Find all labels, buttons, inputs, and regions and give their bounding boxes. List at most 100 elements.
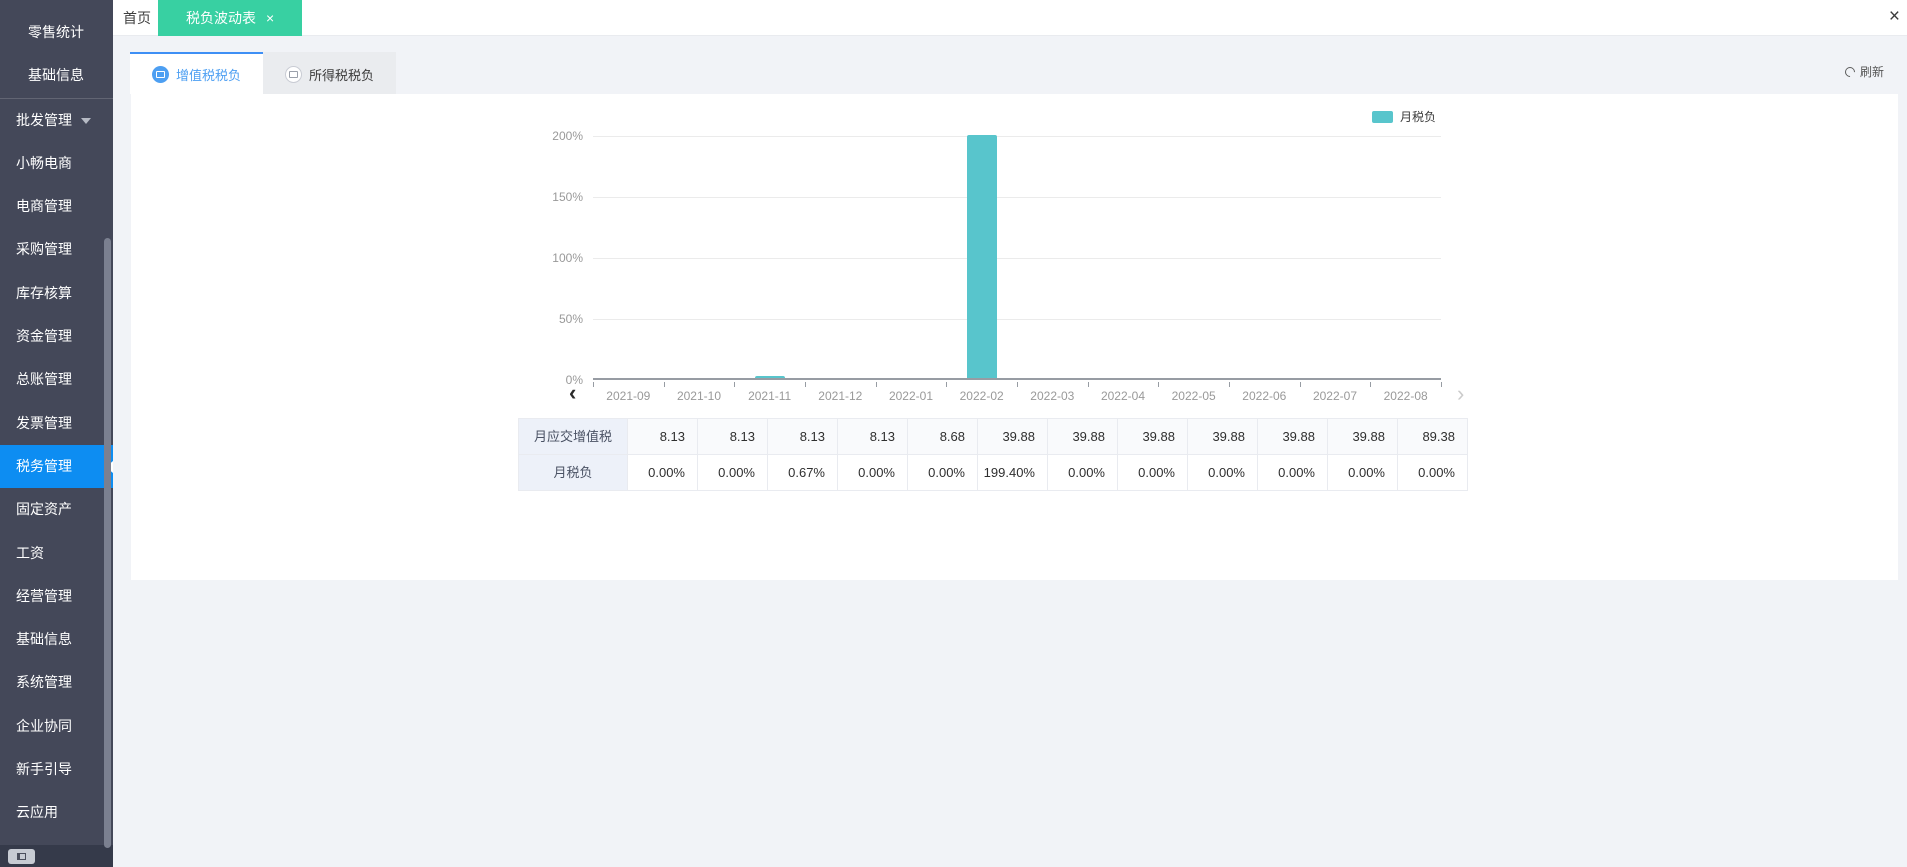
top-tab-0[interactable]: 首页 bbox=[116, 0, 158, 36]
sidebar-item-11[interactable]: 税务管理 bbox=[0, 444, 113, 489]
sidebar-item-16[interactable]: 系统管理 bbox=[0, 661, 113, 704]
chart-prev-icon[interactable]: ‹ bbox=[569, 380, 577, 405]
sidebar-item-label: 批发管理 bbox=[16, 111, 72, 128]
gridline bbox=[593, 258, 1441, 259]
table-row-1: 月税负 0.00% 0.00% 0.67% 0.00% 0.00% 199.40% 0.00%… bbox=[519, 455, 1468, 491]
sidebar-item-3[interactable]: 批发管理 bbox=[0, 99, 113, 142]
table-cell: 39.88 bbox=[1048, 419, 1118, 455]
tab-close-icon[interactable]: × bbox=[266, 10, 275, 26]
x-axis-tick bbox=[663, 382, 665, 387]
sidebar-item-1[interactable]: 基础信息 bbox=[0, 54, 113, 97]
sidebar-item-label: 零售统计 bbox=[28, 24, 84, 40]
chart-legend[interactable]: 月税负 bbox=[1372, 108, 1436, 125]
subtab-label: 所得税税负 bbox=[309, 67, 375, 83]
table-cell: 199.40% bbox=[978, 455, 1048, 491]
table-cell: 89.38 bbox=[1398, 419, 1468, 455]
table-cell: 39.88 bbox=[978, 419, 1048, 455]
table-cell: 39.88 bbox=[1118, 419, 1188, 455]
table-cell: 0.00% bbox=[1188, 455, 1258, 491]
refresh-button[interactable]: 刷新 bbox=[1842, 63, 1885, 80]
subtab-0[interactable]: 增值税税负 bbox=[130, 52, 264, 94]
gridline bbox=[593, 197, 1441, 198]
sidebar-item-label: 固定资产 bbox=[16, 501, 72, 518]
x-axis-label: 2022-02 bbox=[959, 389, 1004, 403]
table-cell: 39.88 bbox=[1258, 419, 1328, 455]
subtab-1[interactable]: 所得税税负 bbox=[263, 52, 397, 94]
top-tab-label: 税负波动表 bbox=[186, 10, 256, 26]
sidebar-item-label: 库存核算 bbox=[16, 284, 72, 301]
y-axis-label: 100% bbox=[552, 251, 583, 265]
x-axis-label: 2022-08 bbox=[1383, 389, 1428, 403]
sidebar-item-17[interactable]: 企业协同 bbox=[0, 705, 113, 748]
sidebar-item-7[interactable]: 库存核算 bbox=[0, 272, 113, 315]
x-axis-label: 2022-01 bbox=[888, 389, 933, 403]
caret-down-icon bbox=[81, 117, 91, 124]
sidebar-menu: 零售统计 基础信息 批发管理 小畅电商 电商管理 采购管理 库存核算 资金管理 总账管理 发票管理… bbox=[0, 11, 113, 835]
sidebar-item-18[interactable]: 新手引导 bbox=[0, 748, 113, 791]
sidebar-item-12[interactable]: 固定资产 bbox=[0, 488, 113, 531]
x-axis-tick bbox=[805, 382, 806, 387]
sidebar-footer bbox=[0, 845, 113, 867]
table-row-header: 月税负 bbox=[519, 455, 628, 491]
data-table: 月应交增值税 8.13 8.13 8.13 8.13 8.68 39.88 39.88 39.8… bbox=[518, 418, 1468, 491]
content-card: 月税负 0% 50% 100% 150% 200% 2021-09 2021-10 2021-… bbox=[131, 94, 1898, 580]
y-axis-label: 0% bbox=[565, 373, 583, 387]
sidebar-item-0[interactable]: 零售统计 bbox=[0, 11, 113, 54]
sidebar-item-label: 采购管理 bbox=[16, 241, 72, 258]
x-axis-tick bbox=[1158, 382, 1160, 387]
x-axis-label: 2021-09 bbox=[606, 389, 651, 403]
sidebar-item-19[interactable]: 云应用 bbox=[0, 791, 113, 834]
x-axis-tick bbox=[1370, 382, 1372, 387]
gridline bbox=[593, 136, 1441, 137]
sidebar-item-4[interactable]: 小畅电商 bbox=[0, 142, 113, 185]
x-axis-label: 2021-11 bbox=[748, 389, 792, 403]
table-cell: 0.00% bbox=[908, 455, 978, 491]
x-axis-label: 2022-07 bbox=[1312, 389, 1357, 403]
legend-label: 月税负 bbox=[1400, 110, 1437, 124]
gridline bbox=[593, 319, 1441, 320]
table-cell: 0.00% bbox=[1328, 455, 1398, 491]
income-tax-badge-icon bbox=[285, 65, 303, 83]
subtab-bar: 增值税税负 所得税税负 bbox=[130, 52, 397, 94]
open-page-tabs: 首页 税负波动表 × bbox=[116, 0, 1907, 36]
sidebar-collapse-button[interactable] bbox=[8, 849, 35, 864]
bar-chart: 0% 50% 100% 150% 200% 2021-09 2021-10 2021-11 20… bbox=[552, 129, 1442, 403]
table-cell: 8.13 bbox=[628, 419, 698, 455]
x-axis-label: 2021-12 bbox=[818, 389, 863, 403]
sidebar-item-6[interactable]: 采购管理 bbox=[0, 228, 113, 271]
table-cell: 0.00% bbox=[838, 455, 908, 491]
sidebar-item-8[interactable]: 资金管理 bbox=[0, 315, 113, 358]
x-axis-tick bbox=[734, 382, 736, 387]
table-cell: 8.13 bbox=[698, 419, 768, 455]
table-row-header: 月应交增值税 bbox=[519, 419, 628, 455]
subtab-label: 增值税税负 bbox=[176, 67, 242, 83]
y-axis-label: 50% bbox=[558, 312, 583, 326]
collapse-icon bbox=[17, 853, 26, 860]
table-cell: 39.88 bbox=[1188, 419, 1258, 455]
sidebar-item-10[interactable]: 发票管理 bbox=[0, 402, 113, 445]
sidebar-item-label: 云应用 bbox=[16, 804, 58, 821]
sidebar-item-label: 基础信息 bbox=[28, 67, 84, 84]
x-axis-tick bbox=[1017, 382, 1018, 387]
table-cell: 8.13 bbox=[838, 419, 908, 455]
sidebar-item-5[interactable]: 电商管理 bbox=[0, 185, 113, 228]
sidebar-item-label: 新手引导 bbox=[16, 761, 72, 778]
sidebar-scrollbar-thumb[interactable] bbox=[104, 238, 111, 848]
x-axis-tick bbox=[1229, 382, 1230, 387]
table-cell: 0.00% bbox=[1048, 455, 1118, 491]
sidebar-item-9[interactable]: 总账管理 bbox=[0, 358, 113, 401]
bar-2021-11 bbox=[754, 376, 785, 378]
sidebar-item-13[interactable]: 工资 bbox=[0, 532, 113, 575]
window-close-icon[interactable]: × bbox=[1888, 6, 1900, 27]
sidebar-item-15[interactable]: 基础信息 bbox=[0, 618, 113, 661]
refresh-label: 刷新 bbox=[1860, 65, 1885, 79]
sidebar: 零售统计 基础信息 批发管理 小畅电商 电商管理 采购管理 库存核算 资金管理 总账管理 发票管理… bbox=[0, 0, 113, 867]
sidebar-item-14[interactable]: 经营管理 bbox=[0, 575, 113, 618]
table-cell: 0.67% bbox=[768, 455, 838, 491]
sidebar-item-label: 系统管理 bbox=[16, 674, 72, 691]
top-tab-1[interactable]: 税负波动表 × bbox=[158, 0, 303, 36]
sidebar-item-label: 资金管理 bbox=[16, 328, 72, 345]
chart-next-icon[interactable]: › bbox=[1457, 381, 1465, 406]
table-cell: 0.00% bbox=[1258, 455, 1328, 491]
legend-swatch bbox=[1372, 110, 1393, 123]
